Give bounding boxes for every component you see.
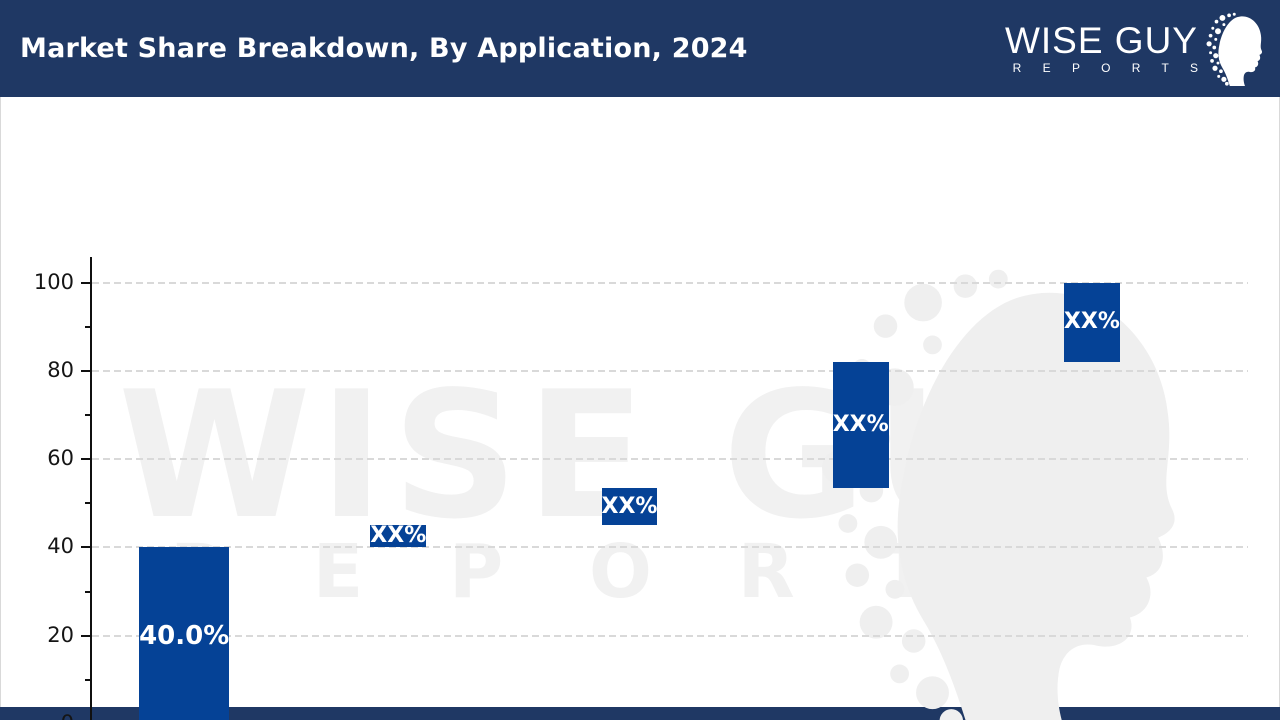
plot-area: 40.0% XX% XX% XX% XX% [90, 257, 1248, 720]
y-axis-tick-label: 40 [47, 534, 74, 559]
logo-head-icon [1204, 12, 1266, 86]
y-gridline [92, 281, 1248, 284]
y-axis-tick [81, 634, 90, 637]
bar-value-label: XX% [832, 411, 889, 437]
logo-wordmark: WISE GUY R E P O R T S [1005, 22, 1198, 75]
y-axis-tick [81, 281, 90, 284]
logo-wordmark-line2: R E P O R T S [1012, 61, 1207, 75]
y-axis-tick [81, 369, 90, 372]
waterfall-bar-solvent: 40.0% [139, 547, 230, 720]
y-gridline [92, 369, 1248, 372]
bar-value-label: 40.0% [139, 620, 230, 651]
y-axis-tick-label: 60 [47, 446, 74, 471]
y-axis-tick-label: 80 [47, 357, 74, 382]
page-title: Market Share Breakdown, By Application, … [20, 33, 748, 64]
waterfall-bar-chemical-synthesis: XX% [1063, 282, 1120, 362]
y-axis-minor-tick [85, 678, 90, 681]
y-axis-minor-tick [85, 413, 90, 416]
y-gridline [92, 546, 1248, 549]
waterfall-bar-intermediate: XX% [832, 362, 889, 488]
logo-wordmark-line1: WISE GUY [1004, 20, 1198, 61]
y-axis-minor-tick [85, 325, 90, 328]
waterfall-bar-coatings: XX% [370, 523, 427, 549]
y-axis-tick [81, 546, 90, 549]
waterfall-bar-adhesives: XX% [601, 487, 658, 526]
chart-area: WISE GUY R E P O R T S 40.0% XX% XX% XX% XX%… [0, 97, 1280, 720]
y-axis-tick-label: 100 [33, 269, 74, 294]
bar-value-label: XX% [601, 493, 658, 519]
y-axis-tick-label: 0 [0, 710, 74, 720]
y-axis-minor-tick [85, 590, 90, 593]
bar-value-label: XX% [1063, 309, 1120, 335]
y-axis-minor-tick [85, 502, 90, 505]
y-gridline [92, 458, 1248, 461]
wiseguy-logo: WISE GUY R E P O R T S [1005, 12, 1266, 86]
y-axis-tick-label: 20 [47, 622, 74, 647]
header-bar: Market Share Breakdown, By Application, … [0, 0, 1280, 97]
y-axis-tick [81, 458, 90, 461]
bar-value-label: XX% [370, 523, 427, 549]
y-gridline [92, 634, 1248, 637]
